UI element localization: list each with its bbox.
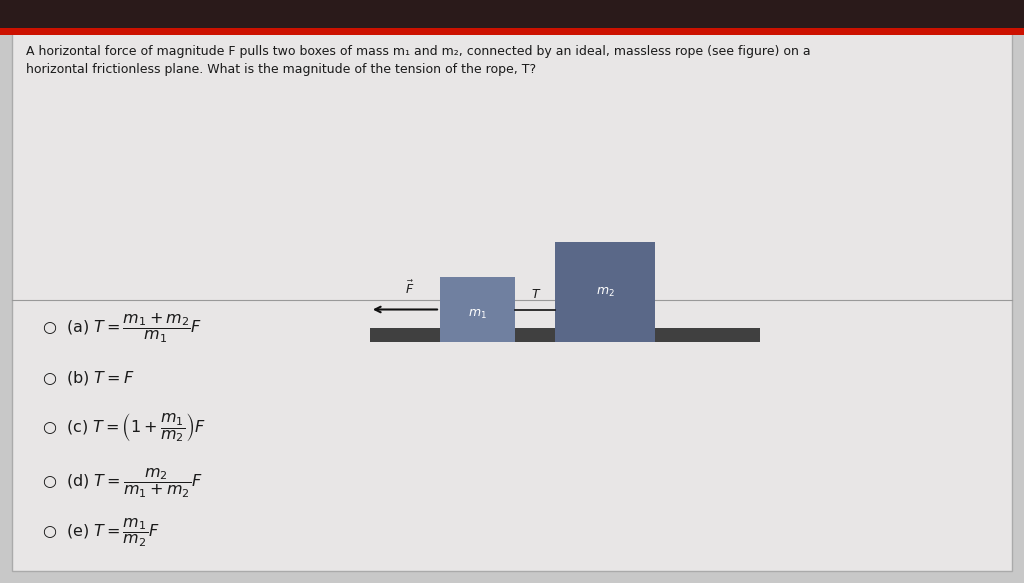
Bar (370, 328, 760, 342)
Text: $\bigcirc$  (e) $T = \dfrac{m_1}{m_2}F$: $\bigcirc$ (e) $T = \dfrac{m_1}{m_2}F$ (42, 517, 160, 549)
Text: horizontal frictionless plane. What is the magnitude of the tension of the rope,: horizontal frictionless plane. What is t… (26, 63, 537, 76)
Text: $\bigcirc$  (a) $T = \dfrac{m_1+m_2}{m_1}F$: $\bigcirc$ (a) $T = \dfrac{m_1+m_2}{m_1}… (42, 311, 203, 345)
Text: $\bigcirc$  (b) $T = F$: $\bigcirc$ (b) $T = F$ (42, 369, 135, 387)
Text: $\vec{F}$: $\vec{F}$ (406, 280, 415, 297)
Bar (0, 28, 1024, 35)
FancyBboxPatch shape (12, 31, 1012, 571)
Text: $m_1$: $m_1$ (468, 308, 487, 321)
Text: $\bigcirc$  (c) $T = \left(1+\dfrac{m_1}{m_2}\right)F$: $\bigcirc$ (c) $T = \left(1+\dfrac{m_1}{… (42, 412, 206, 444)
Bar (440, 277, 515, 342)
Text: $\bigcirc$  (d) $T = \dfrac{m_2}{m_1+m_2}F$: $\bigcirc$ (d) $T = \dfrac{m_2}{m_1+m_2}… (42, 466, 203, 500)
Text: T: T (531, 289, 539, 301)
Bar (555, 242, 655, 342)
Bar (0, 0, 1024, 28)
Text: $m_2$: $m_2$ (596, 286, 614, 298)
Text: A horizontal force of magnitude F pulls two boxes of mass m₁ and m₂, connected b: A horizontal force of magnitude F pulls … (26, 45, 811, 58)
